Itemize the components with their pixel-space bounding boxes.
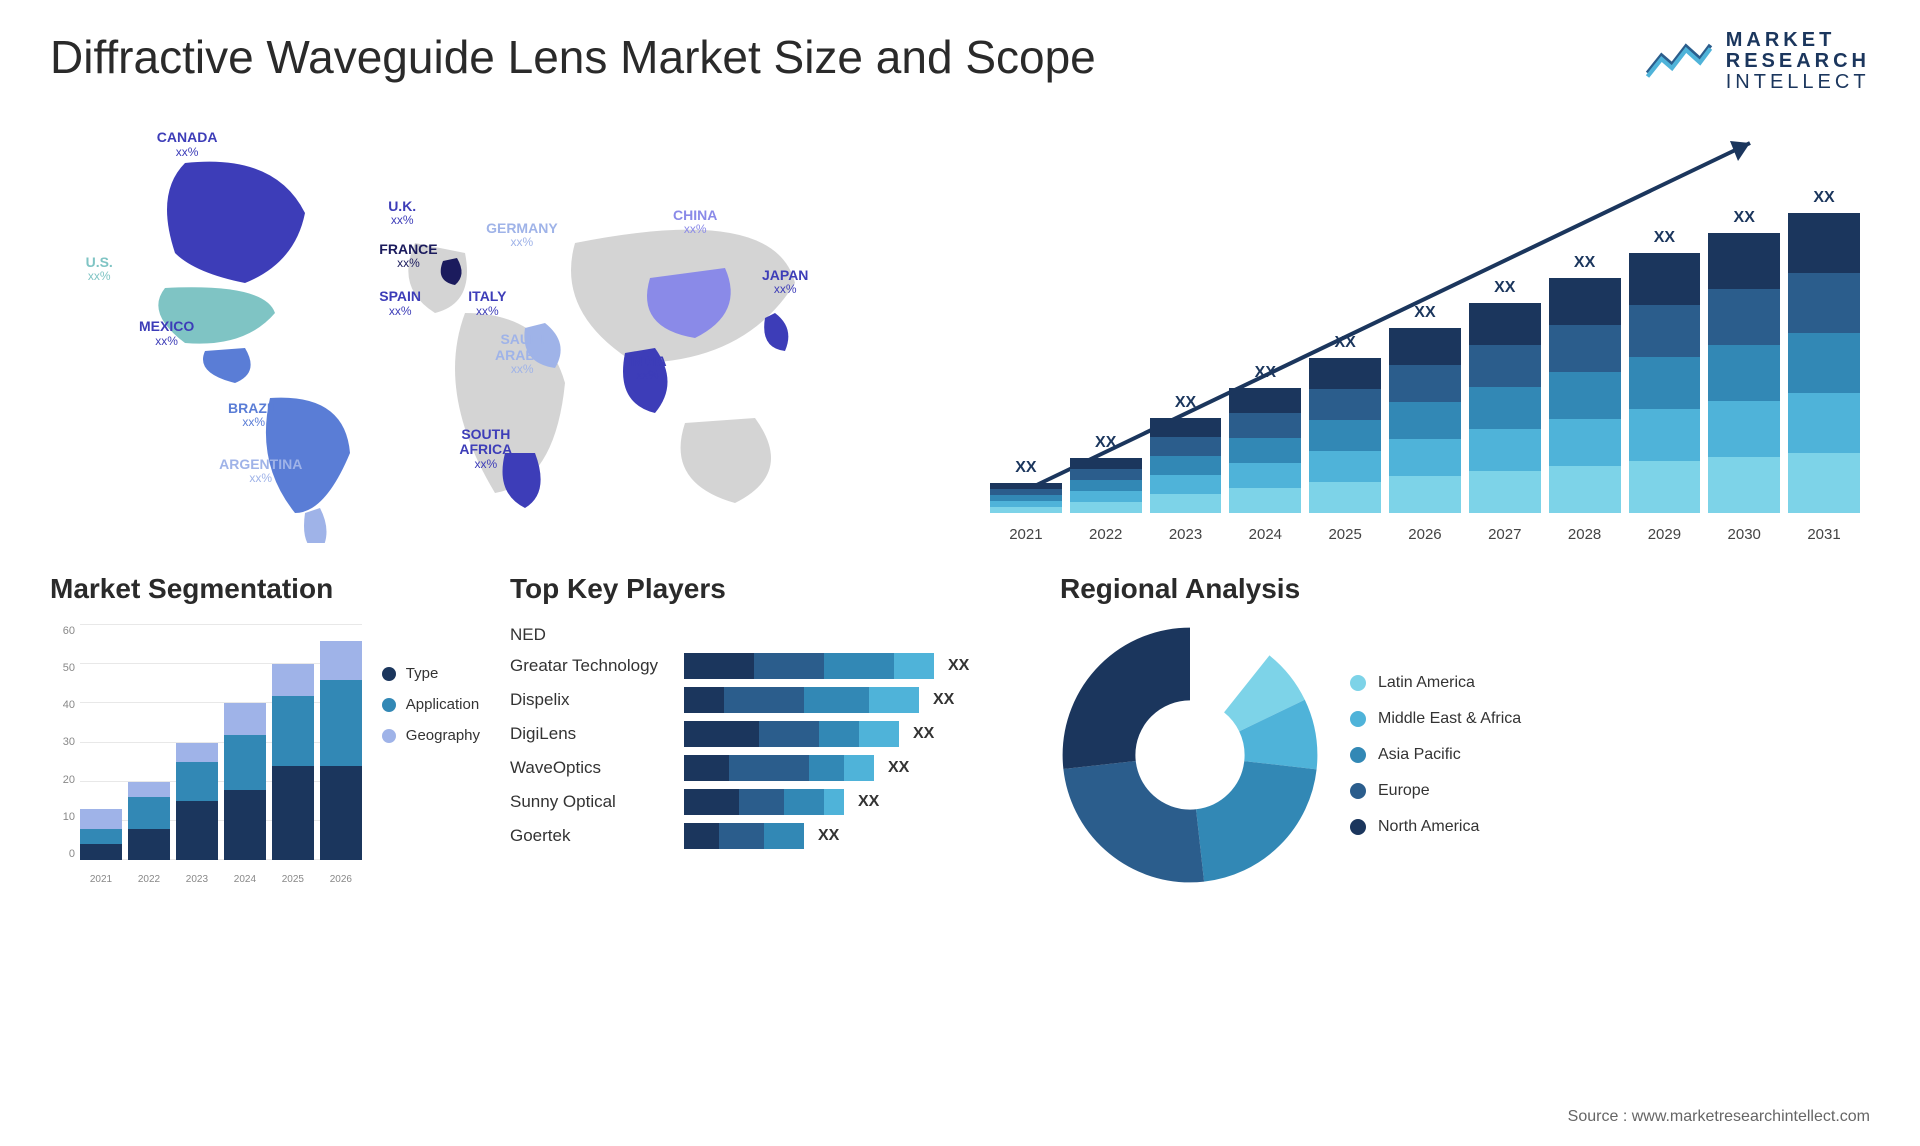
player-row: Sunny OpticalXX [510, 789, 1030, 815]
segmentation-legend-item: Type [382, 665, 480, 682]
growth-bar: XX [1389, 304, 1461, 513]
growth-bar: XX [1070, 434, 1142, 513]
segmentation-panel: Market Segmentation 6050403020100 202120… [50, 573, 480, 885]
region-legend-item: Europe [1350, 782, 1521, 800]
region-legend-item: Latin America [1350, 674, 1521, 692]
region-legend-item: Middle East & Africa [1350, 710, 1521, 728]
growth-bar: XX [1708, 209, 1780, 513]
growth-bar: XX [1788, 189, 1860, 513]
player-row: DigiLensXX [510, 721, 1030, 747]
growth-year-label: 2029 [1629, 526, 1701, 543]
segmentation-bar [224, 703, 266, 860]
segmentation-bar [176, 743, 218, 861]
region-legend-item: Asia Pacific [1350, 746, 1521, 764]
growth-year-label: 2023 [1150, 526, 1222, 543]
growth-year-label: 2027 [1469, 526, 1541, 543]
brand-line1: MARKET [1726, 30, 1870, 51]
region-legend-item: North America [1350, 818, 1521, 836]
regional-legend: Latin America Middle East & Africa Asia Pa… [1350, 674, 1521, 836]
donut-chart [1060, 625, 1320, 885]
player-row: DispelixXX [510, 687, 1030, 713]
segmentation-bar [272, 664, 314, 860]
growth-year-label: 2022 [1070, 526, 1142, 543]
player-row: GoertekXX [510, 823, 1030, 849]
segmentation-bar [128, 782, 170, 860]
segmentation-bar [320, 641, 362, 860]
brand-logo: MARKET RESEARCH INTELLECT [1644, 30, 1870, 93]
growth-bar: XX [990, 459, 1062, 513]
growth-bar: XX [1229, 364, 1301, 513]
regional-panel: Regional Analysis Latin America Middle Ea… [1060, 573, 1870, 885]
player-row: NED [510, 625, 1030, 645]
growth-year-label: 2028 [1549, 526, 1621, 543]
brand-line2: RESEARCH [1726, 51, 1870, 72]
world-map-panel: CANADAxx%U.S.xx%MEXICOxx%BRAZILxx%ARGENT… [50, 113, 940, 543]
brand-line3: INTELLECT [1726, 72, 1870, 93]
growth-year-label: 2021 [990, 526, 1062, 543]
growth-year-label: 2030 [1708, 526, 1780, 543]
segmentation-legend-item: Geography [382, 727, 480, 744]
growth-bar: XX [1150, 394, 1222, 513]
world-map [50, 113, 940, 543]
segmentation-title: Market Segmentation [50, 573, 480, 605]
growth-bar: XX [1549, 254, 1621, 513]
source-text: Source : www.marketresearchintellect.com [1568, 1108, 1870, 1126]
growth-chart-panel: XXXXXXXXXXXXXXXXXXXXXX 20212022202320242… [980, 113, 1870, 543]
segmentation-bar [80, 809, 122, 860]
growth-bar: XX [1309, 334, 1381, 513]
segmentation-legend-item: Application [382, 696, 480, 713]
growth-year-label: 2025 [1309, 526, 1381, 543]
players-title: Top Key Players [510, 573, 1030, 605]
segmentation-legend: Type Application Geography [382, 625, 480, 885]
growth-year-label: 2031 [1788, 526, 1860, 543]
regional-title: Regional Analysis [1060, 573, 1870, 605]
growth-bar: XX [1469, 279, 1541, 513]
brand-icon [1644, 34, 1714, 89]
players-panel: Top Key Players NED Greatar TechnologyXX D… [510, 573, 1030, 885]
growth-year-label: 2026 [1389, 526, 1461, 543]
segmentation-chart: 6050403020100 202120222023202420252026 [50, 625, 362, 885]
page-title: Diffractive Waveguide Lens Market Size a… [50, 30, 1096, 84]
player-row: Greatar TechnologyXX [510, 653, 1030, 679]
growth-bar: XX [1629, 229, 1701, 513]
growth-year-label: 2024 [1229, 526, 1301, 543]
player-row: WaveOpticsXX [510, 755, 1030, 781]
